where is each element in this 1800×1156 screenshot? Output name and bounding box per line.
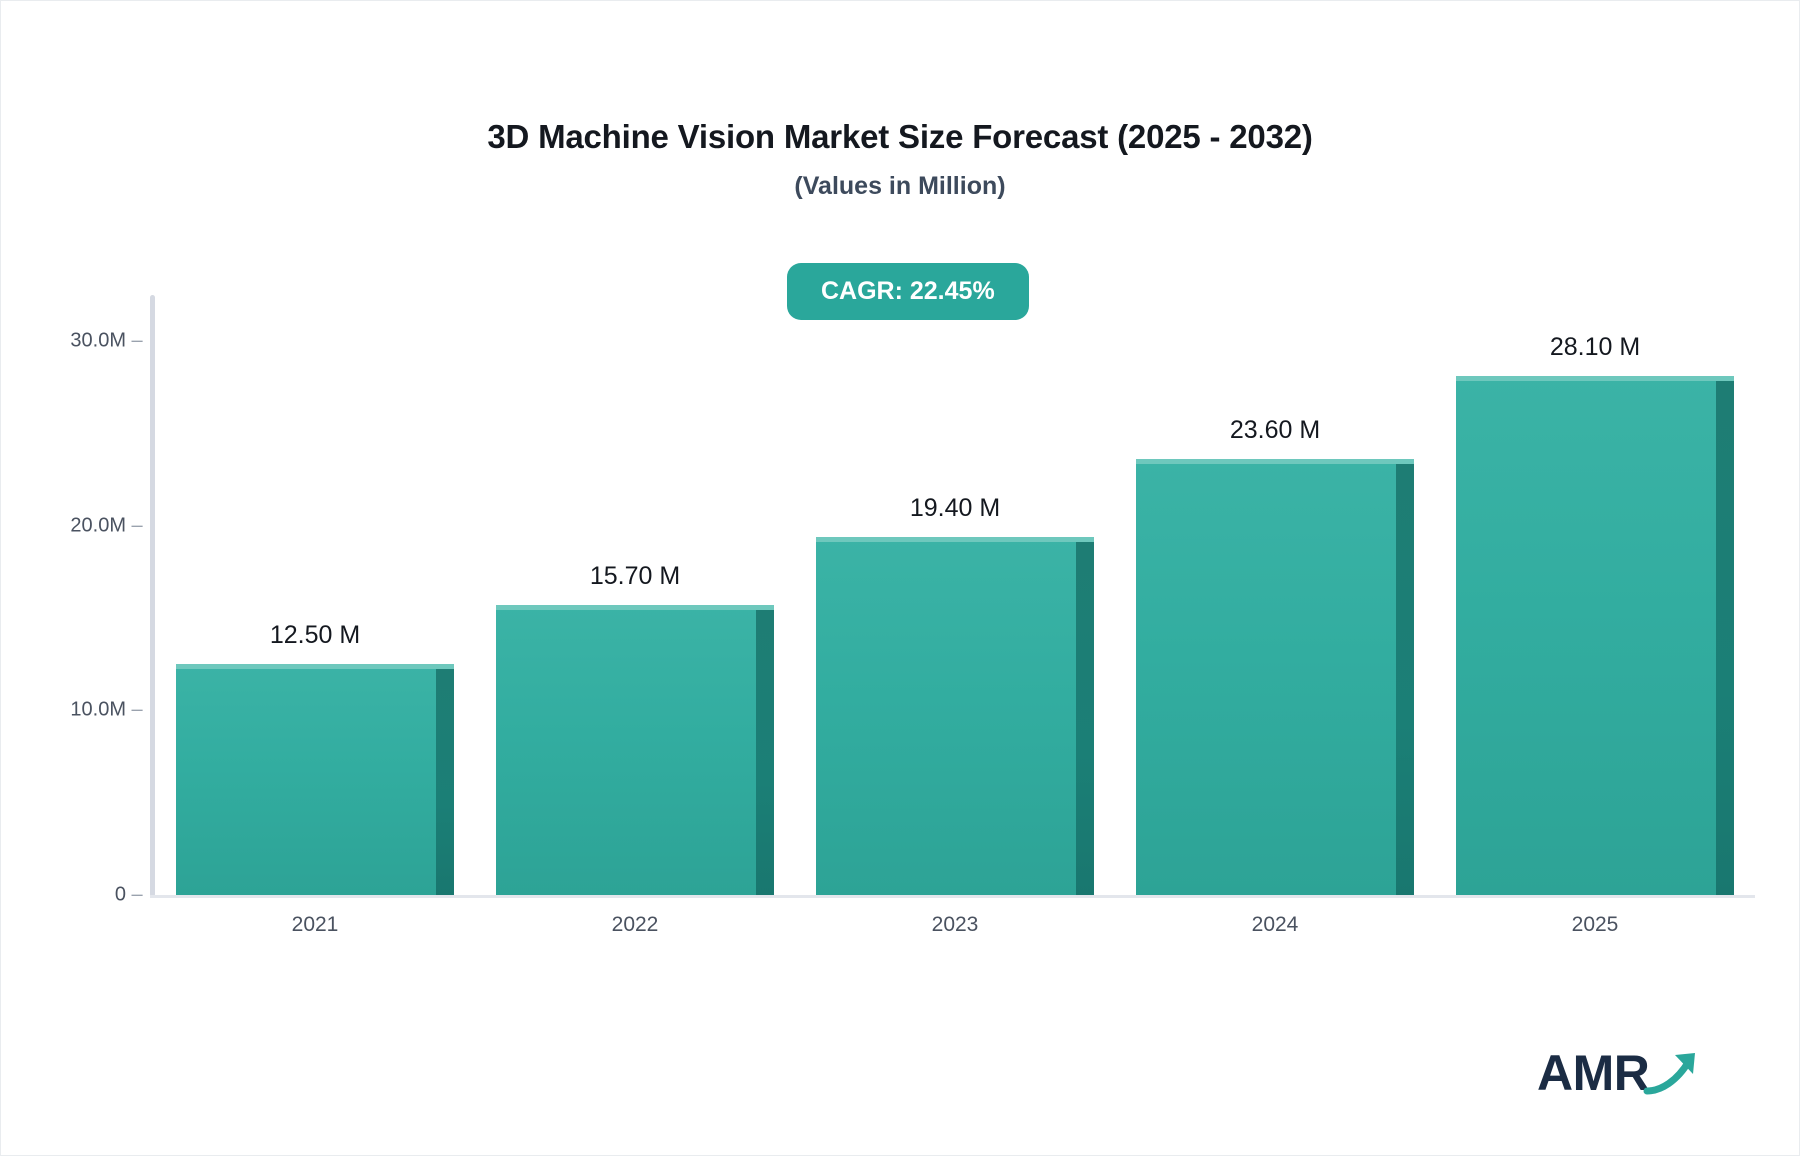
bar-group: 23.60 M 2024 xyxy=(1136,295,1414,936)
y-axis-line xyxy=(150,295,155,897)
y-axis-tick-label: 0 xyxy=(114,883,126,906)
bar[interactable] xyxy=(1136,459,1414,895)
y-axis-tick-mark: – xyxy=(131,514,143,537)
bar[interactable] xyxy=(176,664,454,895)
bar-side-face xyxy=(1396,464,1414,895)
y-axis-tick-mark: – xyxy=(131,329,143,352)
x-axis-line xyxy=(150,895,1755,898)
bar-side-face xyxy=(436,669,454,895)
bar[interactable] xyxy=(1456,376,1734,895)
y-axis-tick-label: 30.0M xyxy=(70,329,126,352)
bar-top-face xyxy=(496,605,774,611)
x-axis-category-label: 2024 xyxy=(1251,913,1299,936)
y-axis-tick-mark: – xyxy=(131,698,143,721)
y-axis-tick: 30.0M – xyxy=(30,330,148,353)
bar-side-face xyxy=(1076,541,1094,895)
bar-top-face xyxy=(176,664,454,670)
cagr-badge: CAGR: 22.45% xyxy=(787,263,1029,320)
bar-group: 12.50 M 2021 xyxy=(176,295,454,936)
bar-series: 12.50 M 2021 15.70 M 2022 19.40 M 2023 23.60 M… xyxy=(155,295,1755,936)
x-axis-category-label: 2021 xyxy=(291,913,339,936)
bar-top-face xyxy=(1456,376,1734,382)
bar-value-label: 15.70 M xyxy=(589,562,681,591)
x-axis-category-label: 2025 xyxy=(1571,913,1619,936)
x-axis-category-label: 2022 xyxy=(611,913,659,936)
bar-value-label: 28.10 M xyxy=(1549,333,1641,362)
bar-group: 15.70 M 2022 xyxy=(496,295,774,936)
bar[interactable] xyxy=(816,536,1094,895)
bar-value-label: 12.50 M xyxy=(269,621,361,650)
bar-value-label: 23.60 M xyxy=(1229,416,1321,445)
x-axis-category-label: 2023 xyxy=(931,913,979,936)
y-axis-tick: 0– xyxy=(30,884,148,907)
amr-logo-text: AMR xyxy=(1537,1044,1650,1101)
y-axis-tick-mark: – xyxy=(131,883,143,906)
amr-logo: AMR xyxy=(1537,1043,1703,1102)
y-axis-tick-label: 10.0M xyxy=(70,698,126,721)
bar-side-face xyxy=(756,610,774,895)
bar-group: 28.10 M 2025 xyxy=(1456,295,1734,936)
chart-subtitle: (Values in Million) xyxy=(794,172,1006,200)
chart-title: 3D Machine Vision Market Size Forecast (… xyxy=(487,118,1313,155)
bar-top-face xyxy=(816,536,1094,542)
y-axis-tick: 20.0M – xyxy=(30,514,148,537)
bar-top-face xyxy=(1136,459,1414,465)
y-axis-tick: 10.0M – xyxy=(30,699,148,722)
y-axis-tick-label: 20.0M xyxy=(70,514,126,537)
bar[interactable] xyxy=(496,605,774,895)
bar-group: 19.40 M 2023 xyxy=(816,295,1094,936)
bar-side-face xyxy=(1716,381,1734,895)
arrow-up-right-icon xyxy=(1643,1047,1703,1102)
bar-value-label: 19.40 M xyxy=(909,493,1001,522)
